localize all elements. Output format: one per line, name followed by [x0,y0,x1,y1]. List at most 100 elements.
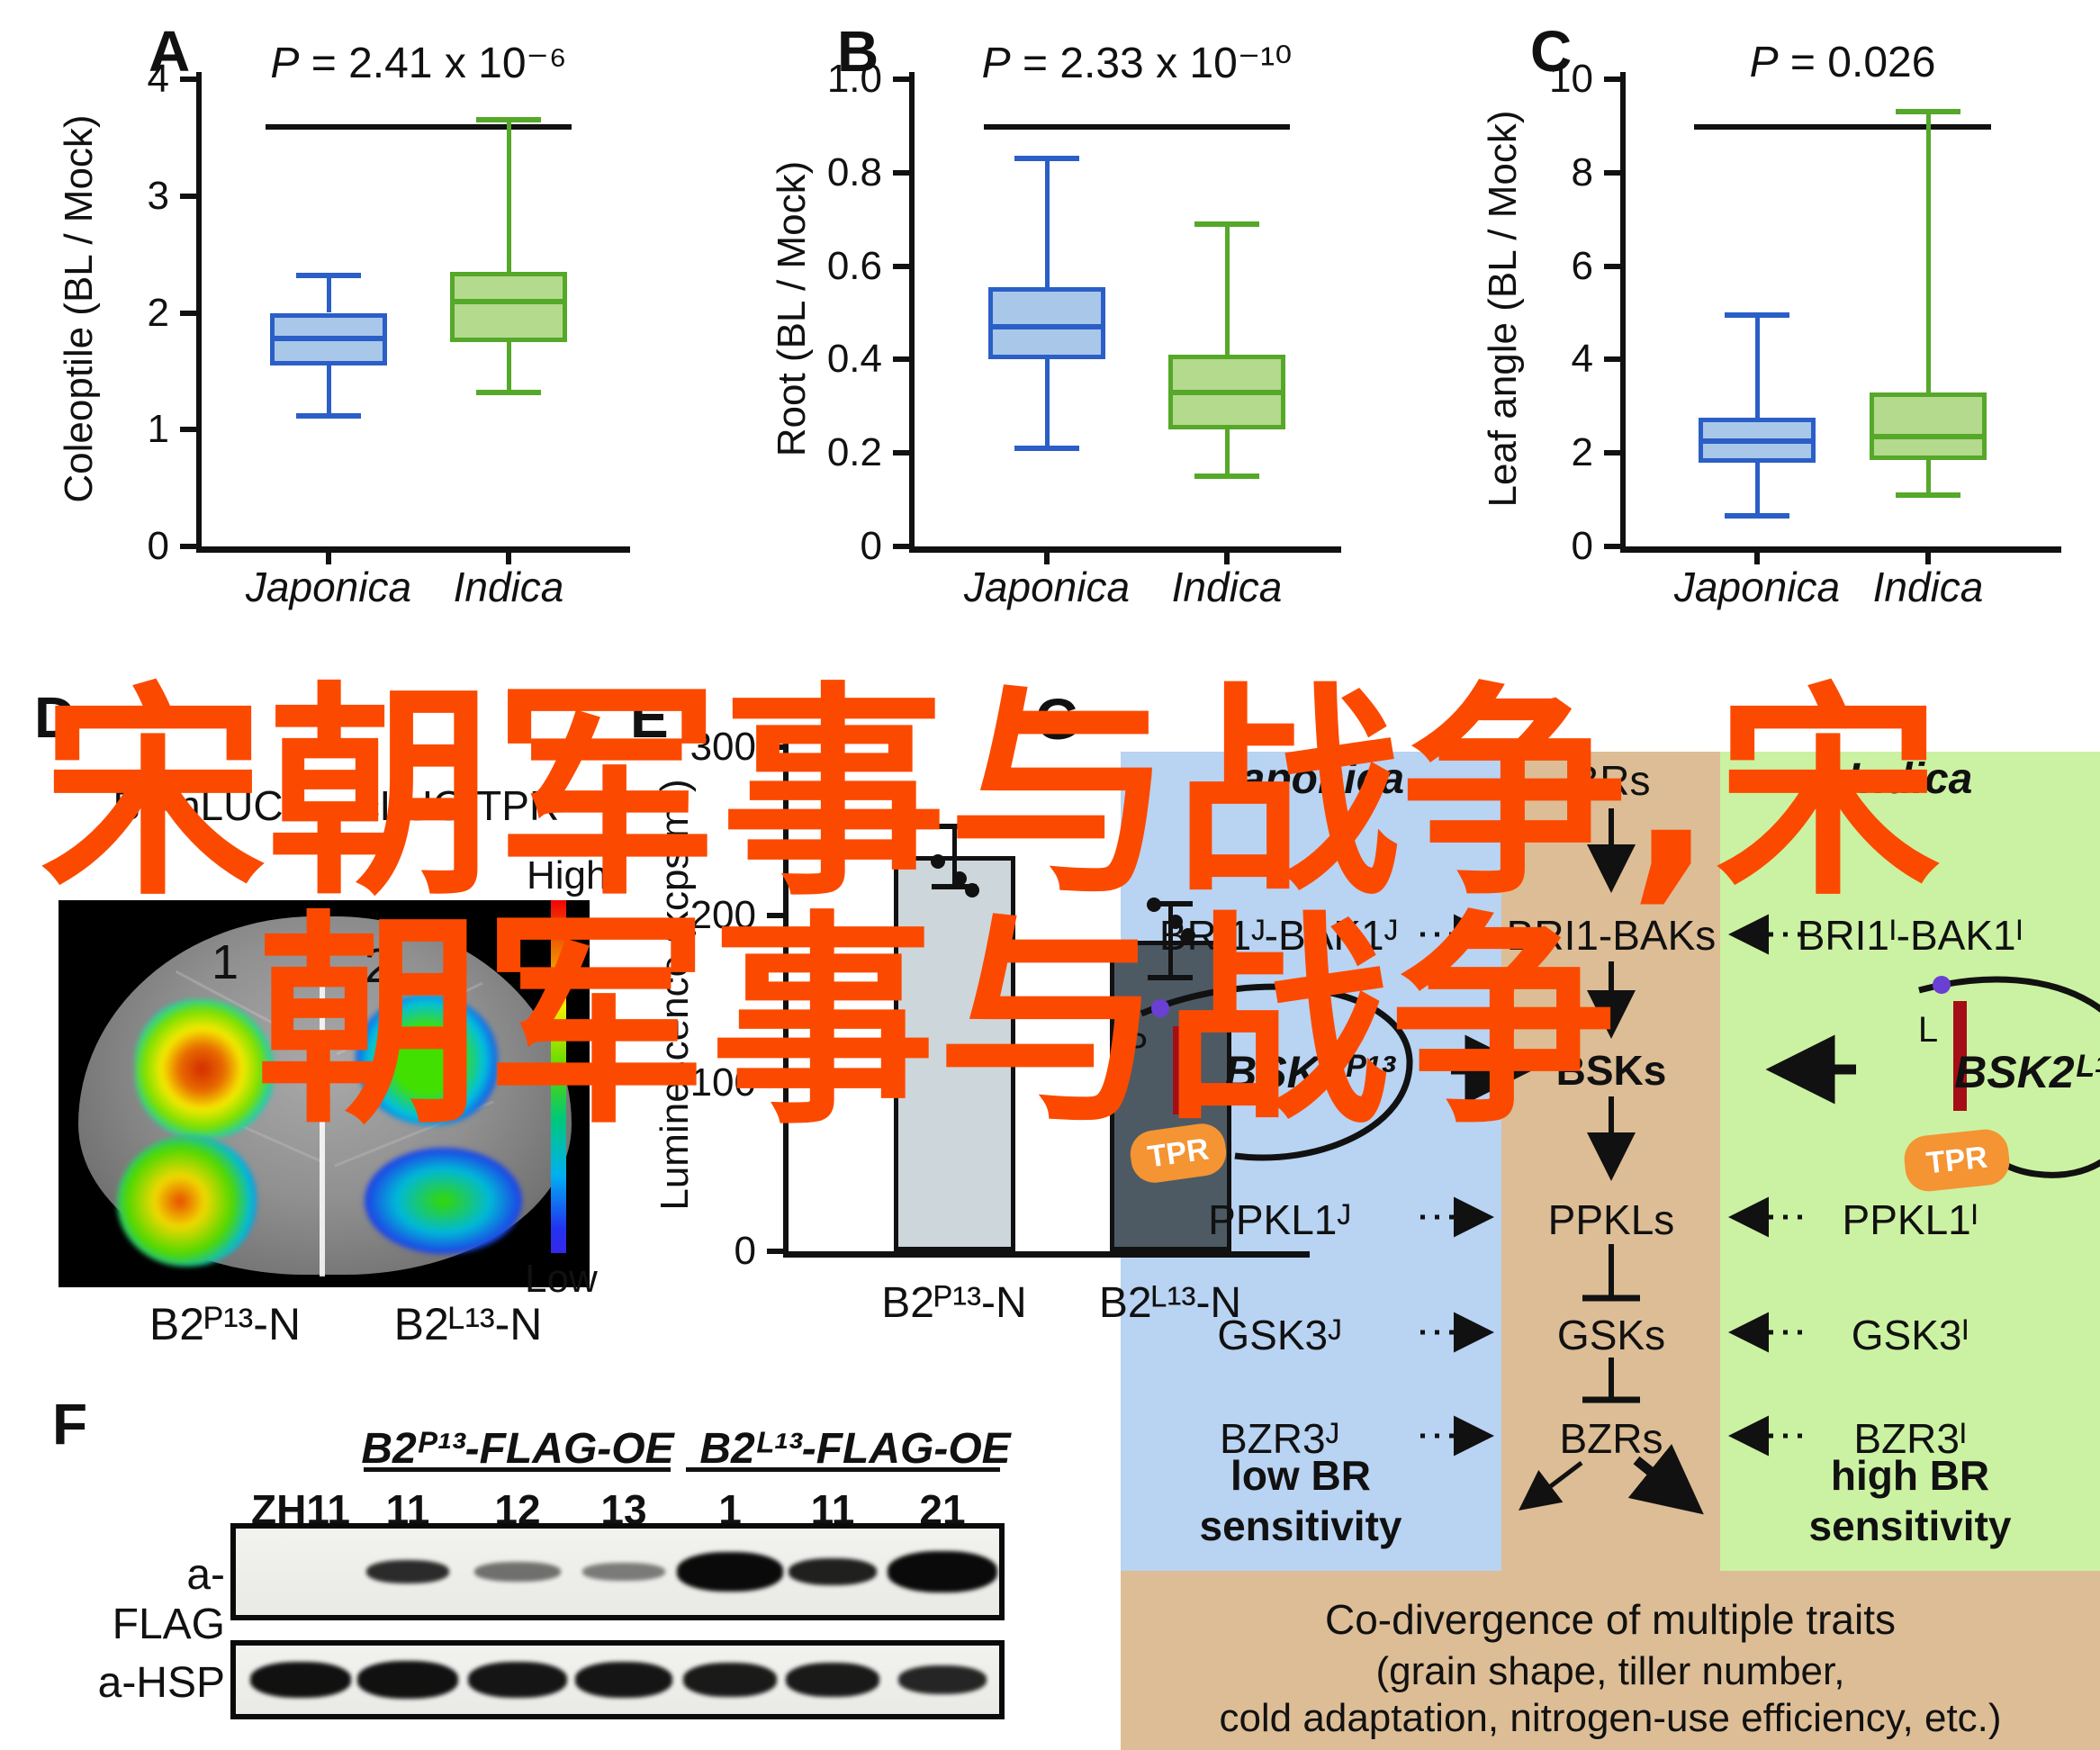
a-hsp-band [357,1661,458,1699]
panel-A-xtick [326,550,331,564]
panel-C-ytick [1604,77,1620,82]
boxplot-cap-lower [1194,474,1259,480]
overlay-text-line2: 朝军事与战争 [257,892,1618,1154]
panel-B-xtick [1044,550,1050,564]
pathway-bzrs: BZRs [1559,1415,1663,1462]
panel-B-ytick-label: 0.2 [826,430,882,475]
bar-data-point [952,870,967,886]
panel-B-pvalue-bracket [984,124,1290,130]
boxplot-box-indica [450,272,567,342]
boxplot-median [1699,438,1816,445]
a-flag-band [582,1563,665,1581]
panel-E-yaxis [783,740,789,1257]
pathway-gsk3-indica: GSK3ᴵ [1851,1312,1969,1358]
a-hsp-band [575,1662,672,1698]
a-hsp-band [250,1662,351,1698]
panel-C-ytick [1604,263,1620,269]
panel-B-ytick [893,450,909,456]
panel-E-xaxis [783,1251,1310,1258]
boxplot-whisker-upper [1925,112,1931,392]
panel-d-right-header: cLUC-TPR [358,782,560,829]
bar-data-point [965,882,979,898]
pathway-bsk2-l13: BSK2ᴸ¹³ [1954,1047,2100,1097]
boxplot-cap-upper [1014,156,1079,162]
panel-A-ytick-label: 3 [147,173,169,218]
panel-C-ytick-label: 0 [1571,524,1593,568]
panel-B-xaxis [909,546,1341,553]
panel-e-label: E [630,685,669,750]
panel-C-xlabel: Indica [1872,564,1984,610]
boxplot-box-indica [1870,392,1987,460]
a-hsp-band [683,1663,777,1697]
panel-a-label: A [149,19,191,84]
boxplot-whisker-upper [1044,158,1050,287]
boxplot-whisker-upper [1224,223,1230,356]
boxplot-box-japonica [988,286,1105,360]
panel-B-xlabel: Indica [1171,564,1283,610]
panel-B-ytick [893,544,909,549]
panel-d-left-header: B2-nLUC [113,782,284,829]
panel-E-xlabel: B2ᴸ¹³-N [1098,1279,1242,1327]
boxplot-whisker-upper [1754,315,1760,419]
panel-A-ytick [180,77,196,82]
low-br-line2: sensitivity [1199,1502,1402,1549]
high-br-line1: high BR [1830,1452,1990,1499]
panel-A-ytick [180,193,196,199]
western-group1-header: B2ᴾ¹³-FLAG-OE [361,1425,674,1473]
panel-B-ylabel: Root (BL / Mock) [770,160,814,456]
panel-A-xlabel: Indica [453,564,564,610]
boxplot-cap-upper [1725,312,1789,319]
luminescence-spot-2 [117,1136,257,1267]
panel-A-ytick [180,427,196,433]
panel-E-ytick-label: 0 [734,1229,756,1273]
boxplot-median [270,336,387,342]
low-br-line1: low BR [1230,1452,1371,1499]
boxplot-cap-lower [476,389,541,395]
panel-E-ytick [767,1249,783,1254]
leaf-site-2-label: 2 [365,939,392,993]
panel-d-xlabel-1: B2ᴾ¹³-N [149,1299,302,1349]
bar-error-line [1167,903,1173,978]
panel-E-ytick-label: 300 [689,725,756,769]
a-hsp-band [468,1662,567,1698]
a-flag-band [677,1552,783,1592]
panel-C-xaxis [1620,546,2061,553]
pathway-bri1-indica: BRI1ᴵ-BAK1ᴵ [1797,912,2023,959]
boxplot-whisker-upper [326,275,331,313]
panel-C-ytick [1604,450,1620,456]
boxplot-whisker-lower [1754,462,1760,517]
overlay-text-line1: 宋朝军事与战争,宋 [41,663,1942,925]
panel-B-ytick [893,356,909,363]
pathway-bri1-baks: BRI1-BAKs [1506,912,1717,959]
panel-c-label: C [1530,19,1573,84]
panel-C-ytick-label: 6 [1571,243,1593,288]
bar-data-point [931,853,945,869]
bar-data-point [1168,915,1183,930]
a-flag-band [789,1558,877,1585]
leaf-site-1-label: 1 [212,935,239,989]
panel-C-ytick [1604,169,1620,176]
pathway-brs-node: BRs [1572,757,1651,804]
pathway-bri1-japonica: BRI1ᴶ-BAK1ᴶ [1158,912,1398,959]
luminescence-spot-3 [356,995,498,1125]
codivergence-title: Co-divergence of multiple traits [1324,1596,1897,1643]
panel-A-ytick [180,544,196,549]
panel-C-xtick [1925,550,1931,564]
blot2-antibody-label: a-HSP [97,1659,225,1707]
boxplot-median [1870,434,1987,440]
boxplot-median [988,324,1105,330]
panel-B-ytick [893,169,909,176]
pathway-gsk3-japonica: GSK3ᴶ [1217,1312,1341,1358]
panel-C-ytick-label: 8 [1571,149,1593,194]
panel-C-yaxis [1620,72,1626,550]
luminescence-spot-1 [135,999,275,1139]
pathway-gsks: GSKs [1556,1312,1666,1358]
pathway-ppkls: PPKLs [1547,1196,1675,1243]
pathway-bzr3-indica: BZR3ᴵ [1853,1415,1967,1462]
panel-A-pvalue-bracket [266,124,572,130]
phospho-site-l-label: L [1917,1010,1939,1050]
panel-C-ytick [1604,356,1620,363]
panel-E-ytick [767,744,783,750]
pathway-japonica-header: Japonica [1216,755,1405,803]
